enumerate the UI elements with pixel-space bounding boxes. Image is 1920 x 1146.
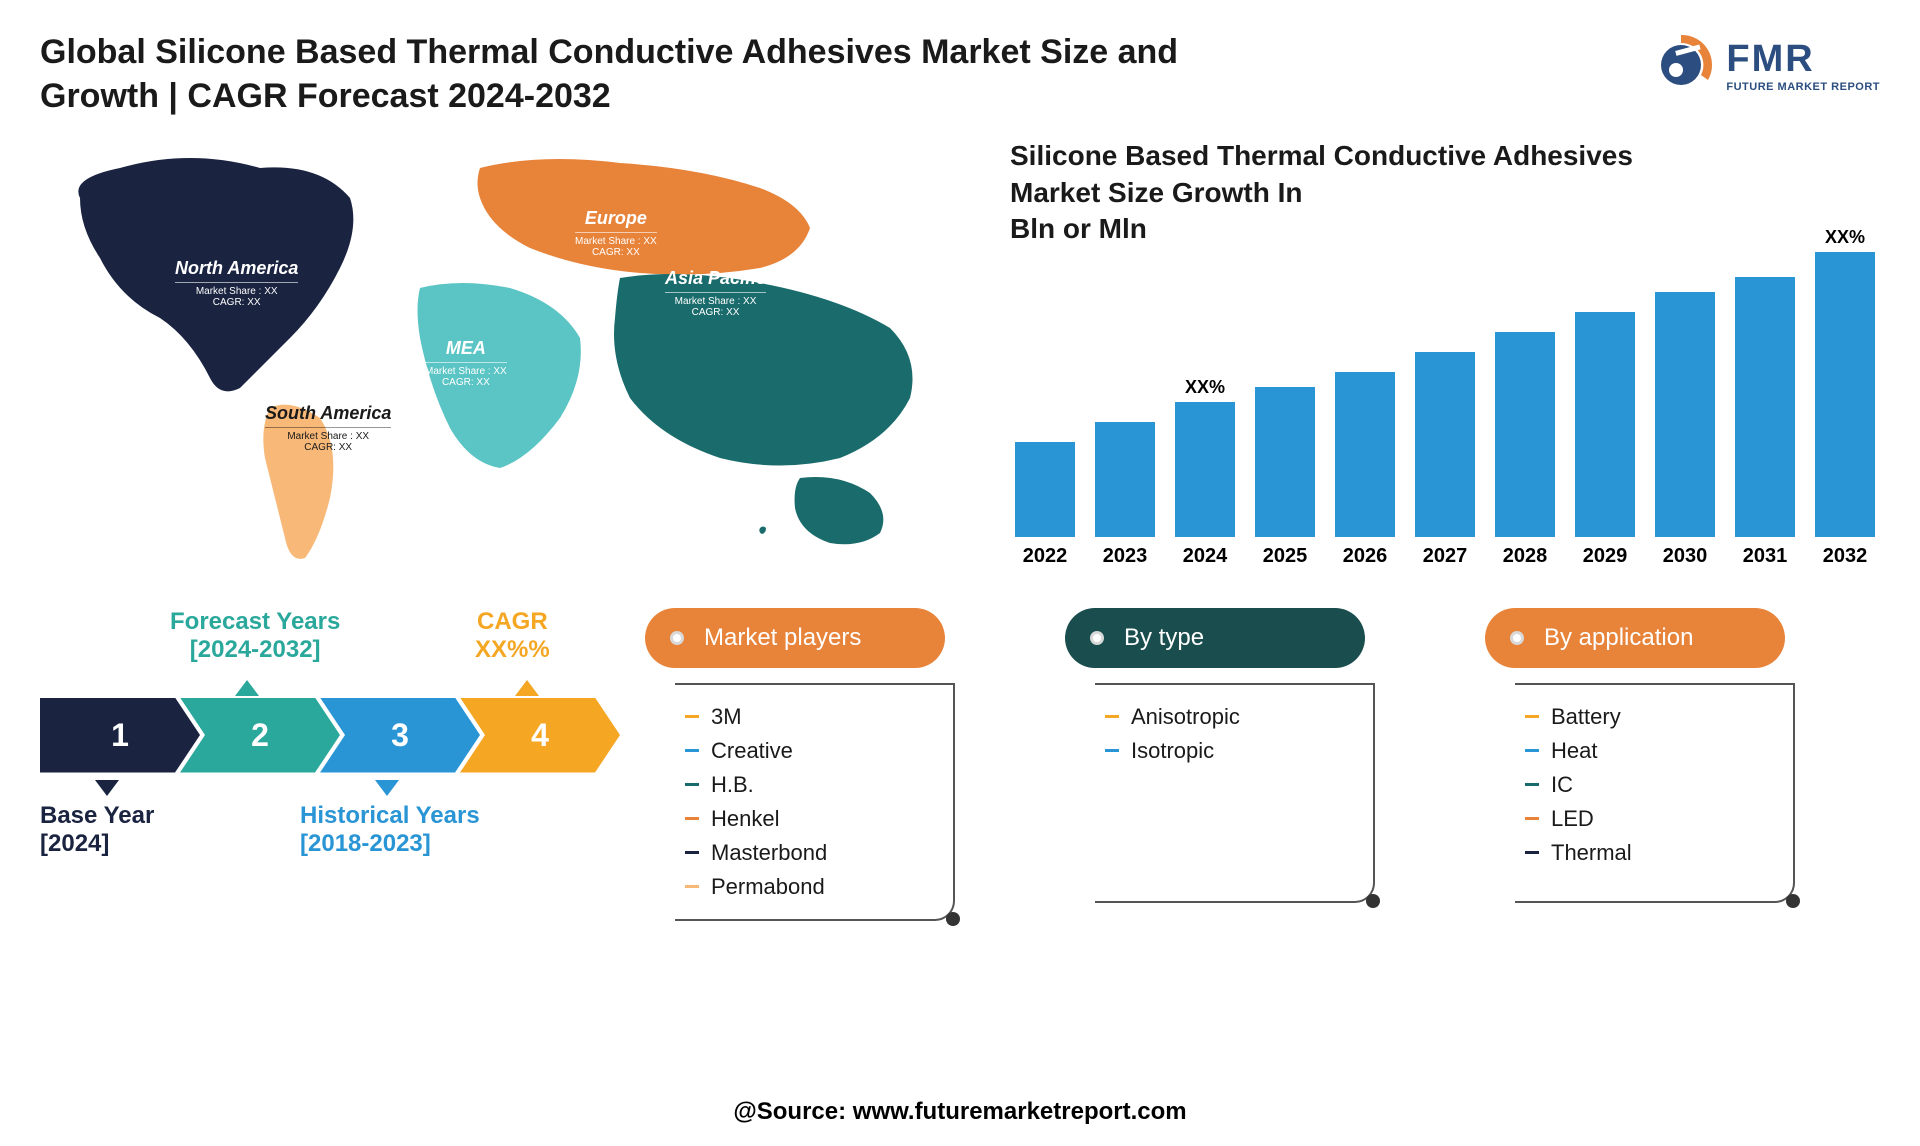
pill-label: By type: [1124, 624, 1204, 652]
pill-label: By application: [1544, 624, 1693, 652]
list-item: Isotropic: [1105, 734, 1353, 768]
bar-2026: 2026: [1330, 372, 1400, 568]
fmr-logo-icon: [1646, 30, 1716, 100]
timeline-segment-4: 4: [460, 698, 620, 773]
by-type-section: By type AnisotropicIsotropic: [1065, 608, 1460, 903]
map-region-europe: EuropeMarket Share : XXCAGR: XX: [575, 208, 657, 258]
list-item: Heat: [1525, 734, 1773, 768]
arrow-historical: [375, 780, 399, 796]
logo-text-sub: FUTURE MARKET REPORT: [1726, 81, 1880, 93]
by-type-pill: By type: [1065, 608, 1365, 668]
map-region-south-america: South AmericaMarket Share : XXCAGR: XX: [265, 403, 391, 453]
arrow-cagr: [515, 680, 539, 696]
arrow-forecast: [235, 680, 259, 696]
bar-2025: 2025: [1250, 387, 1320, 568]
logo: FMR FUTURE MARKET REPORT: [1646, 30, 1880, 100]
bar-chart-section: Silicone Based Thermal Conductive Adhesi…: [1010, 138, 1880, 577]
map-region-north-america: North AmericaMarket Share : XXCAGR: XX: [175, 258, 298, 308]
logo-text-main: FMR: [1726, 38, 1880, 81]
timeline-segment-1: 1: [40, 698, 200, 773]
market-players-list: 3MCreativeH.B.HenkelMasterbondPermabond: [675, 683, 955, 921]
list-item: IC: [1525, 768, 1773, 802]
timeline-segment-2: 2: [180, 698, 340, 773]
pill-dot-icon: [1510, 631, 1524, 645]
list-item: Masterbond: [685, 836, 933, 870]
cagr-label: CAGRXX%%: [475, 608, 550, 664]
list-item: LED: [1525, 802, 1773, 836]
list-item: 3M: [685, 700, 933, 734]
map-svg: [40, 138, 980, 568]
list-item: Thermal: [1525, 836, 1773, 870]
bar-2028: 2028: [1490, 332, 1560, 568]
historical-label: Historical Years[2018-2023]: [300, 802, 480, 858]
timeline-segment-3: 3: [320, 698, 480, 773]
market-players-pill: Market players: [645, 608, 945, 668]
bar-2032: XX%2032: [1810, 252, 1880, 568]
by-application-pill: By application: [1485, 608, 1785, 668]
world-map: North AmericaMarket Share : XXCAGR: XX So…: [40, 138, 980, 568]
pill-dot-icon: [1090, 631, 1104, 645]
pill-label: Market players: [704, 624, 861, 652]
bar-2022: 2022: [1010, 442, 1080, 568]
bar-2027: 2027: [1410, 352, 1480, 568]
bar-2024: XX%2024: [1170, 402, 1240, 568]
header: Global Silicone Based Thermal Conductive…: [40, 30, 1880, 118]
by-application-section: By application BatteryHeatICLEDThermal: [1485, 608, 1880, 903]
bar-chart: 20222023XX%20242025202620272028202920302…: [1010, 258, 1880, 578]
list-item: H.B.: [685, 768, 933, 802]
page-title: Global Silicone Based Thermal Conductive…: [40, 30, 1240, 118]
map-region-mea: MEAMarket Share : XXCAGR: XX: [425, 338, 507, 388]
bar-2023: 2023: [1090, 422, 1160, 568]
bar-2030: 2030: [1650, 292, 1720, 568]
by-application-list: BatteryHeatICLEDThermal: [1515, 683, 1795, 903]
timeline-bar: 1234: [40, 698, 620, 773]
chart-title: Silicone Based Thermal Conductive Adhesi…: [1010, 138, 1880, 247]
market-players-section: Market players 3MCreativeH.B.HenkelMaste…: [645, 608, 1040, 921]
list-item: Creative: [685, 734, 933, 768]
forecast-label: Forecast Years[2024-2032]: [170, 608, 340, 664]
by-type-list: AnisotropicIsotropic: [1095, 683, 1375, 903]
list-item: Permabond: [685, 870, 933, 904]
list-item: Battery: [1525, 700, 1773, 734]
list-item: Henkel: [685, 802, 933, 836]
list-item: Anisotropic: [1105, 700, 1353, 734]
bar-2031: 2031: [1730, 277, 1800, 568]
map-region-asia-pacific: Asia PacificMarket Share : XXCAGR: XX: [665, 268, 766, 318]
mid-row: North AmericaMarket Share : XXCAGR: XX So…: [40, 138, 1880, 577]
base-label: Base Year[2024]: [40, 802, 154, 858]
arrow-base: [95, 780, 119, 796]
source-text: @Source: www.futuremarketreport.com: [733, 1098, 1186, 1126]
pill-dot-icon: [670, 631, 684, 645]
bar-2029: 2029: [1570, 312, 1640, 568]
bottom-row: Forecast Years[2024-2032] CAGRXX%% 1234 …: [40, 608, 1880, 921]
timeline-section: Forecast Years[2024-2032] CAGRXX%% 1234 …: [40, 608, 620, 773]
